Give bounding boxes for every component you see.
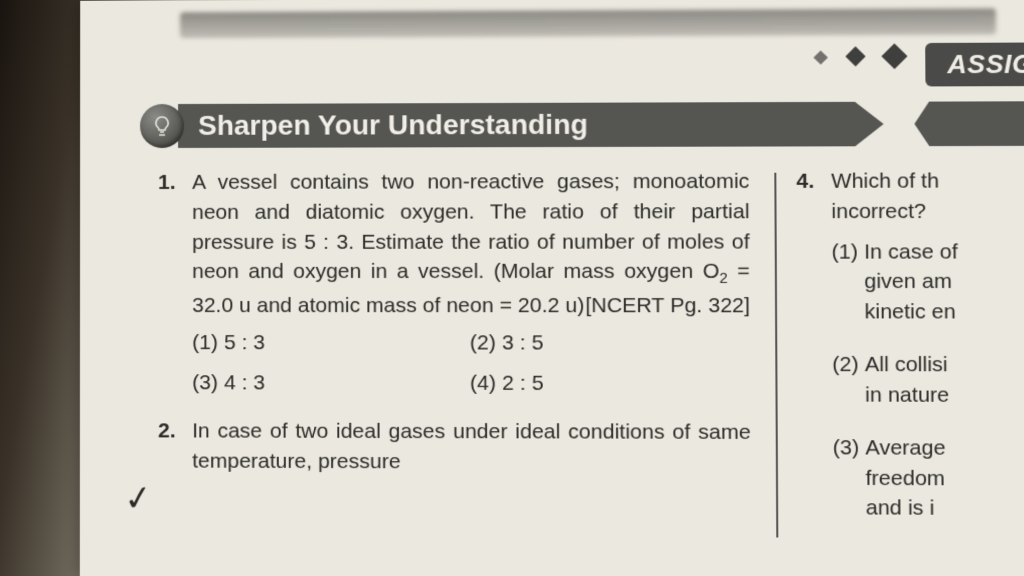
opt-num: (3) [192,368,218,398]
opt-num: (1) [192,328,218,358]
q4-options: (1) In case of given am kinetic en (2) A… [832,237,1024,525]
checkmark-icon: ✓ [121,477,155,521]
opt-num: (1) [832,237,859,328]
line: given am [864,267,958,297]
q1-option-2: (2) 3 : 5 [470,329,751,359]
opt-text: All collisi in nature [865,350,950,411]
corner-label: ASSIG [925,43,1024,87]
left-column: 1. A vessel contains two non-reactive ga… [158,167,776,576]
q4-option-2: (2) All collisi in nature [832,350,1024,411]
q4-stem-line1: Which of th [831,166,939,196]
top-shadow-bar [180,8,996,38]
question-1: 1. A vessel contains two non-reactive ga… [158,167,751,400]
opt-val: 5 : 3 [224,328,265,358]
q1-text-part1: A vessel contains two non-reactive gases… [192,170,750,284]
q1-reference: [NCERT Pg. 322] [585,291,750,321]
section-banner: Sharpen Your Understanding [140,101,1024,148]
line: Average [865,433,945,464]
decor-dots [816,49,904,66]
q1-option-3: (3) 4 : 3 [192,368,470,398]
q2-body: In case of two ideal gases under ideal c… [192,416,751,478]
opt-text: In case of given am kinetic en [864,237,958,328]
line: and is i [866,493,946,524]
question-4: 4. Which of th incorrect? [796,166,1024,227]
line: In case of [864,237,958,267]
opt-text: Average freedom and is i [865,433,946,524]
q2-number: 2. [158,416,192,476]
line: freedom [865,463,945,494]
q4-option-3: (3) Average freedom and is i [833,433,1024,525]
q1-body: A vessel contains two non-reactive gases… [192,167,750,400]
q4-option-1: (1) In case of given am kinetic en [832,237,1024,328]
opt-num: (2) [470,329,496,359]
opt-val: 2 : 5 [502,369,544,399]
q1-number: 1. [158,168,192,398]
q1-subscript: 2 [719,271,727,287]
line: in nature [865,380,949,410]
q4-stem: Which of th incorrect? [831,166,939,227]
textbook-page: ASSIG Sharpen Your Understanding 1. A ve… [80,0,1024,576]
q1-option-4: (4) 2 : 5 [470,369,751,400]
right-column: 4. Which of th incorrect? (1) In case of… [776,166,1024,576]
q1-options: (1) 5 : 3 (2) 3 : 5 (3) 4 : 3 (4) [192,328,750,399]
content-columns: 1. A vessel contains two non-reactive ga… [158,166,1024,576]
opt-val: 3 : 5 [502,329,544,359]
line: kinetic en [864,297,958,327]
line: All collisi [865,350,949,380]
opt-num: (4) [470,369,496,399]
lightbulb-icon [140,104,184,148]
q1-option-1: (1) 5 : 3 [192,328,470,358]
opt-num: (2) [832,350,859,411]
q4-number: 4. [796,167,831,227]
q4-stem-line2: incorrect? [831,197,939,227]
opt-val: 4 : 3 [224,368,265,398]
banner-title: Sharpen Your Understanding [178,102,884,148]
opt-num: (3) [833,433,860,524]
banner-stub [914,101,1024,146]
question-2: 2. In case of two ideal gases under idea… [158,416,751,478]
